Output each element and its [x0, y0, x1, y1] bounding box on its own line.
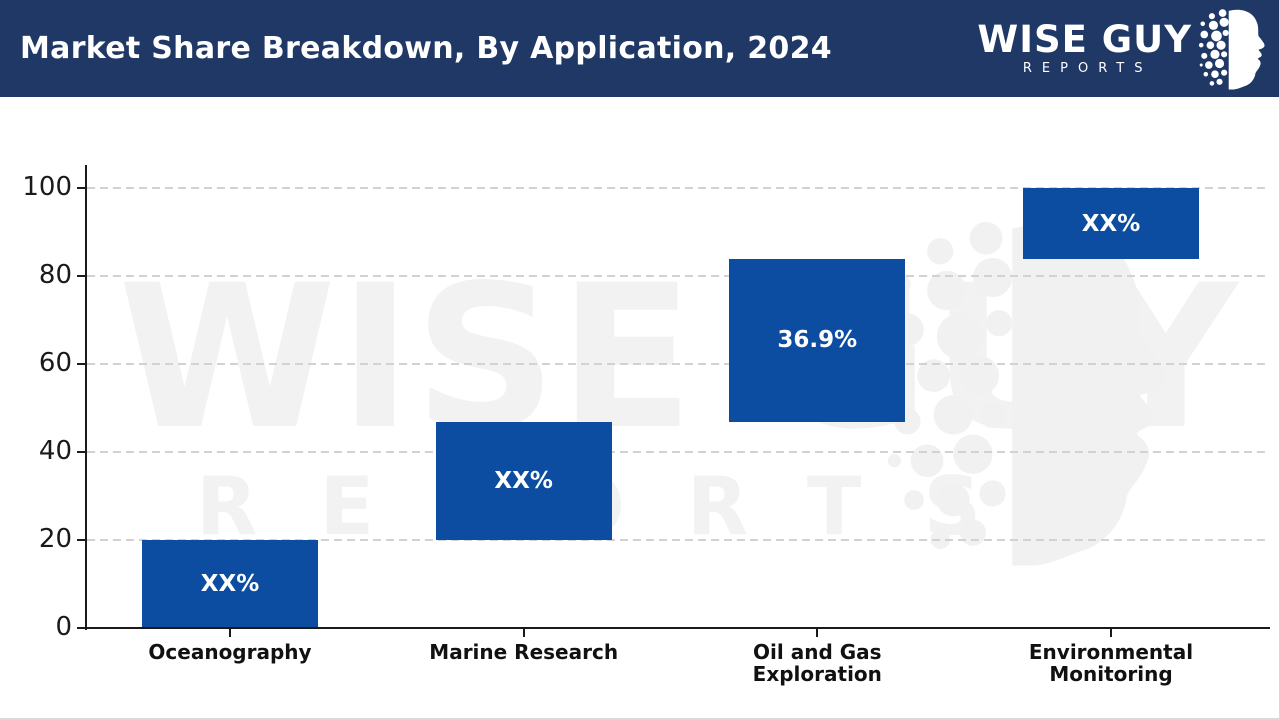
x-tick-mark [229, 628, 231, 637]
gridline [87, 363, 1270, 365]
brand-logo-text: WISE GUY REPORTS [977, 21, 1192, 76]
x-tick-label: Environmental Monitoring [1028, 640, 1194, 686]
page-title: Market Share Breakdown, By Application, … [20, 31, 832, 66]
gridline [87, 539, 1270, 541]
bar-value-label: 36.9% [777, 327, 858, 354]
bar-value-label: XX% [200, 571, 260, 597]
y-axis-line [85, 165, 87, 630]
bar-value-label: XX% [494, 467, 553, 494]
y-tick-mark [77, 187, 87, 189]
brand-face-icon [1198, 8, 1265, 89]
gridline [87, 451, 1270, 453]
x-tick-mark [522, 628, 525, 637]
y-tick-label: 60 [38, 348, 72, 378]
brand-name: WISE GUY [977, 18, 1192, 61]
x-tick-label: Marine Research [429, 640, 619, 664]
y-tick-mark [77, 451, 87, 453]
watermark-face-icon [884, 221, 1166, 566]
y-tick-label: 80 [38, 260, 72, 290]
bar [142, 540, 318, 628]
bar [435, 421, 612, 540]
y-tick-label: 40 [38, 436, 72, 466]
bar [1023, 188, 1199, 260]
brand-logo: WISE GUY REPORTS [977, 7, 1266, 91]
x-axis-line [85, 627, 1270, 629]
y-tick-label: 0 [55, 612, 72, 642]
x-tick-mark [816, 628, 819, 637]
header: Market Share Breakdown, By Application, … [0, 0, 1279, 97]
y-tick-mark [77, 275, 87, 277]
bar-value-label: XX% [1081, 210, 1141, 237]
y-tick-label: 100 [22, 172, 72, 202]
y-tick-mark [77, 627, 87, 629]
gridline [87, 275, 1270, 277]
bar [729, 259, 906, 422]
brand-subtitle: REPORTS [1022, 61, 1153, 76]
y-tick-mark [77, 539, 87, 541]
gridline [87, 187, 1270, 189]
x-tick-label: Oil and Gas Exploration [752, 640, 882, 686]
x-tick-label: Oceanography [148, 640, 312, 664]
x-tick-mark [1110, 628, 1112, 637]
y-tick-label: 20 [38, 524, 72, 554]
y-tick-mark [77, 363, 87, 365]
